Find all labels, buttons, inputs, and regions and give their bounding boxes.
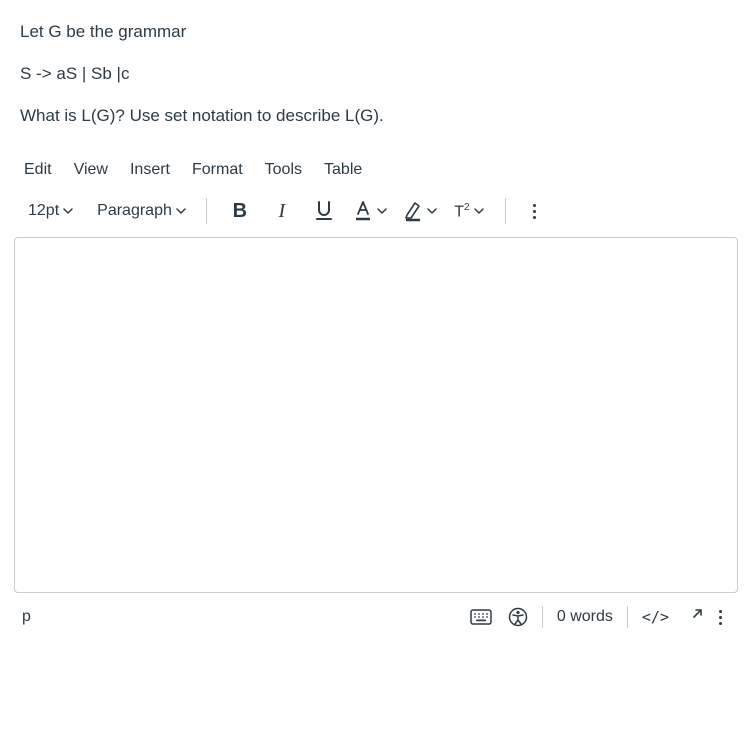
- question-area: Let G be the grammar S -> aS | Sb |c Wha…: [0, 0, 752, 155]
- text-color-icon: [353, 200, 373, 222]
- accessibility-icon: [508, 607, 528, 627]
- italic-button[interactable]: I: [263, 195, 301, 227]
- expand-icon: [685, 608, 703, 626]
- question-line-2: S -> aS | Sb |c: [20, 62, 732, 86]
- block-format-label: Paragraph: [97, 202, 172, 220]
- underline-button[interactable]: [305, 195, 343, 227]
- chevron-down-icon: [474, 206, 484, 216]
- word-count: 0 words: [549, 603, 621, 631]
- editor-toolbar: 12pt Paragraph B I: [14, 189, 738, 237]
- underline-icon: [314, 200, 334, 222]
- more-status-button[interactable]: [711, 603, 730, 631]
- element-path[interactable]: p: [22, 608, 31, 626]
- menu-edit[interactable]: Edit: [24, 161, 52, 179]
- font-size-dropdown[interactable]: 12pt: [22, 195, 79, 227]
- toolbar-separator: [505, 198, 506, 224]
- font-size-label: 12pt: [28, 202, 59, 220]
- italic-icon: I: [279, 200, 286, 223]
- menu-view[interactable]: View: [74, 161, 108, 179]
- chevron-down-icon: [427, 206, 437, 216]
- superscript-icon: T2: [454, 202, 469, 221]
- statusbar-separator: [627, 606, 628, 628]
- accessibility-checker-button[interactable]: [500, 603, 536, 631]
- chevron-down-icon: [176, 206, 186, 216]
- kebab-icon: [533, 204, 536, 219]
- highlight-icon: [403, 200, 423, 222]
- html-view-button[interactable]: </>: [634, 603, 677, 631]
- editor-content-area[interactable]: [14, 237, 738, 593]
- editor-statusbar: p 0 words: [14, 593, 738, 631]
- menu-tools[interactable]: Tools: [265, 161, 302, 179]
- statusbar-separator: [542, 606, 543, 628]
- question-line-1: Let G be the grammar: [20, 20, 732, 44]
- kebab-icon: [719, 610, 722, 625]
- menu-format[interactable]: Format: [192, 161, 243, 179]
- text-color-button[interactable]: [347, 195, 393, 227]
- menu-insert[interactable]: Insert: [130, 161, 170, 179]
- keyboard-shortcuts-button[interactable]: [462, 603, 500, 631]
- editor-menubar: Edit View Insert Format Tools Table: [14, 155, 738, 189]
- menu-table[interactable]: Table: [324, 161, 362, 179]
- more-toolbar-button[interactable]: [520, 195, 550, 227]
- toolbar-separator: [206, 198, 207, 224]
- block-format-dropdown[interactable]: Paragraph: [91, 195, 192, 227]
- fullscreen-button[interactable]: [677, 603, 711, 631]
- rich-text-editor: Edit View Insert Format Tools Table 12pt…: [0, 155, 752, 631]
- chevron-down-icon: [377, 206, 387, 216]
- bold-button[interactable]: B: [221, 195, 259, 227]
- chevron-down-icon: [63, 206, 73, 216]
- highlight-color-button[interactable]: [397, 195, 443, 227]
- keyboard-icon: [470, 609, 492, 625]
- superscript-button[interactable]: T2: [447, 195, 491, 227]
- bold-icon: B: [233, 200, 247, 223]
- question-line-3: What is L(G)? Use set notation to descri…: [20, 104, 732, 128]
